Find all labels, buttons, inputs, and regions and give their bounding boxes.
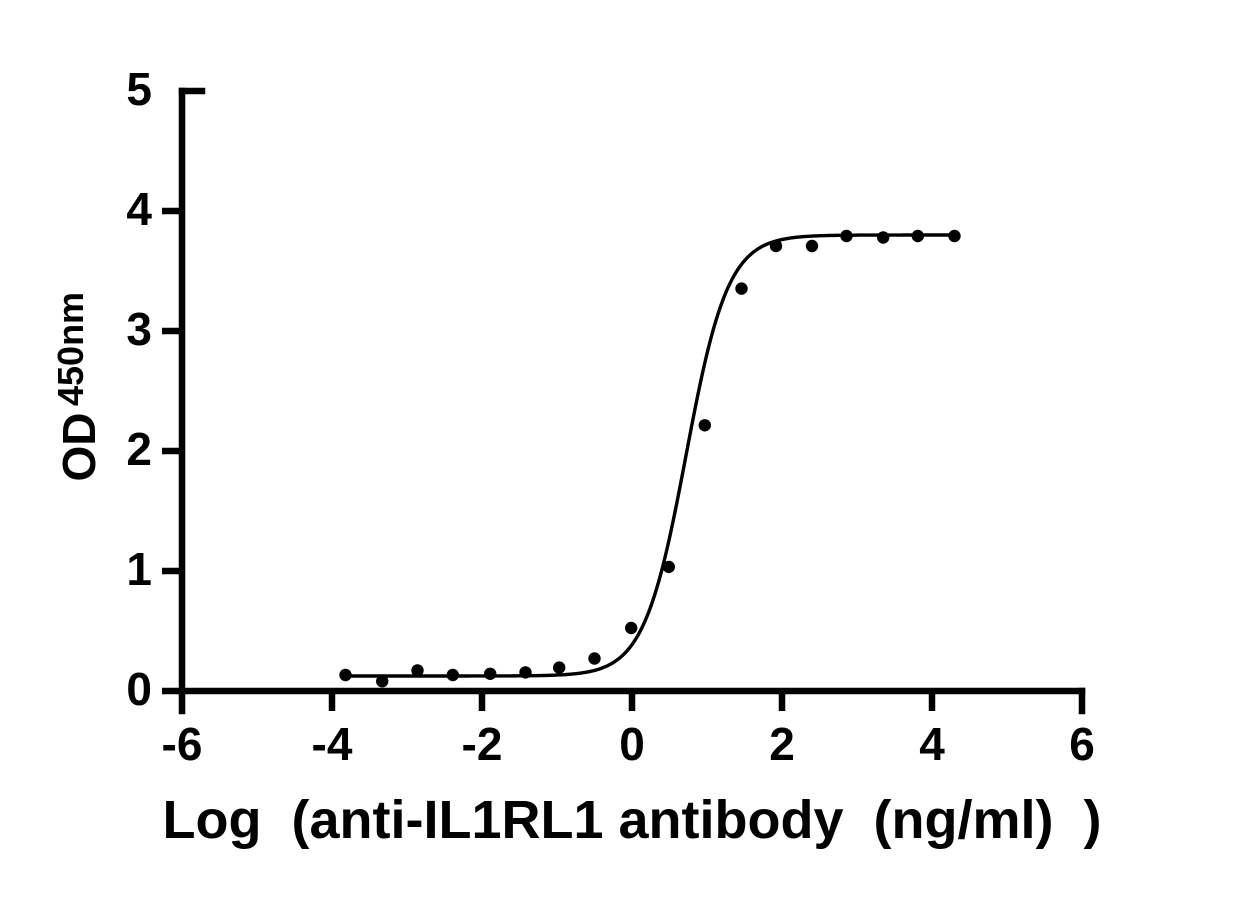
svg-text:0: 0 [619,718,645,770]
svg-text:OD: OD [53,413,105,482]
svg-text:2: 2 [126,423,152,475]
svg-text:6: 6 [1069,718,1095,770]
svg-text:-2: -2 [462,718,503,770]
svg-text:0: 0 [126,663,152,715]
svg-text:Log (anti-IL1RL1 antibody (n: Log (anti-IL1RL1 antibody (ng/ml) ) [163,790,1102,850]
svg-text:1: 1 [126,543,152,595]
svg-text:5: 5 [126,63,152,115]
svg-text:-4: -4 [312,718,353,770]
svg-text:3: 3 [126,303,152,355]
svg-text:4: 4 [126,183,152,235]
svg-text:4: 4 [919,718,945,770]
svg-text:2: 2 [769,718,795,770]
svg-text:450nm: 450nm [50,292,91,406]
svg-text:-6: -6 [162,718,203,770]
